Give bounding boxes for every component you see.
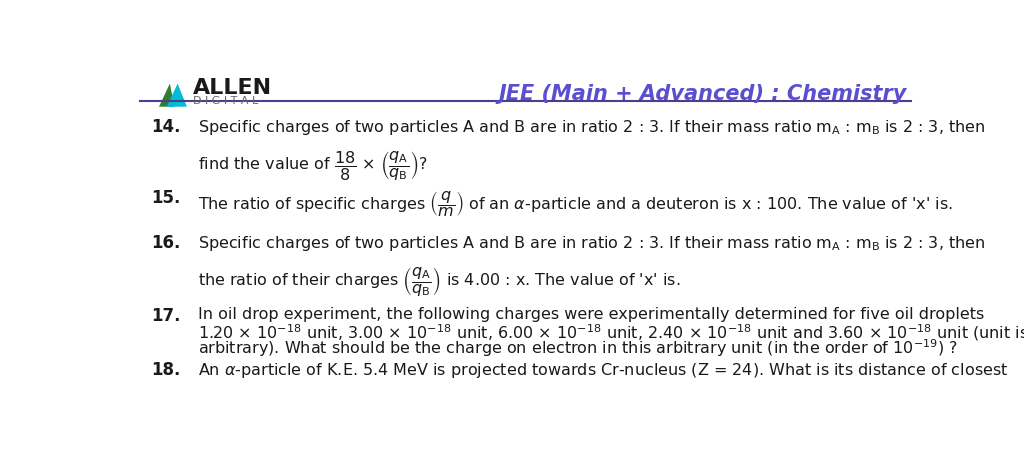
- Text: ALLEN: ALLEN: [194, 78, 272, 98]
- Text: 18.: 18.: [152, 361, 180, 379]
- Text: Specific charges of two particles A and B are in ratio 2 : 3. If their mass rati: Specific charges of two particles A and …: [198, 118, 985, 137]
- Text: Specific charges of two particles A and B are in ratio 2 : 3. If their mass rati: Specific charges of two particles A and …: [198, 234, 985, 253]
- Text: arbitrary). What should be the charge on electron in this arbitrary unit (in the: arbitrary). What should be the charge on…: [198, 338, 957, 359]
- Text: the ratio of their charges $\left(\dfrac{q_\mathrm{A}}{q_\mathrm{B}}\right)$ is : the ratio of their charges $\left(\dfrac…: [198, 264, 680, 297]
- Polygon shape: [159, 84, 174, 106]
- Polygon shape: [167, 84, 187, 106]
- Text: 15.: 15.: [152, 189, 180, 207]
- Text: An $\alpha$-particle of K.E. 5.4 MeV is projected towards Cr-nucleus (Z = 24). W: An $\alpha$-particle of K.E. 5.4 MeV is …: [198, 361, 1009, 380]
- Text: 1.20 $\times$ 10$^{-18}$ unit, 3.00 $\times$ 10$^{-18}$ unit, 6.00 $\times$ 10$^: 1.20 $\times$ 10$^{-18}$ unit, 3.00 $\ti…: [198, 322, 1024, 343]
- Text: D I G I T A L: D I G I T A L: [194, 95, 258, 106]
- Text: 16.: 16.: [152, 234, 180, 252]
- Text: 17.: 17.: [152, 307, 181, 325]
- Text: 14.: 14.: [152, 118, 181, 136]
- Text: In oil drop experiment, the following charges were experimentally determined for: In oil drop experiment, the following ch…: [198, 307, 984, 322]
- Text: JEE (Main + Advanced) : Chemistry: JEE (Main + Advanced) : Chemistry: [499, 84, 907, 104]
- Text: find the value of $\dfrac{18}{8}$ $\times$ $\left(\dfrac{q_\mathrm{A}}{q_\mathrm: find the value of $\dfrac{18}{8}$ $\time…: [198, 149, 427, 182]
- Text: The ratio of specific charges $\left(\dfrac{q}{m}\right)$ of an $\alpha$-particl: The ratio of specific charges $\left(\df…: [198, 189, 952, 219]
